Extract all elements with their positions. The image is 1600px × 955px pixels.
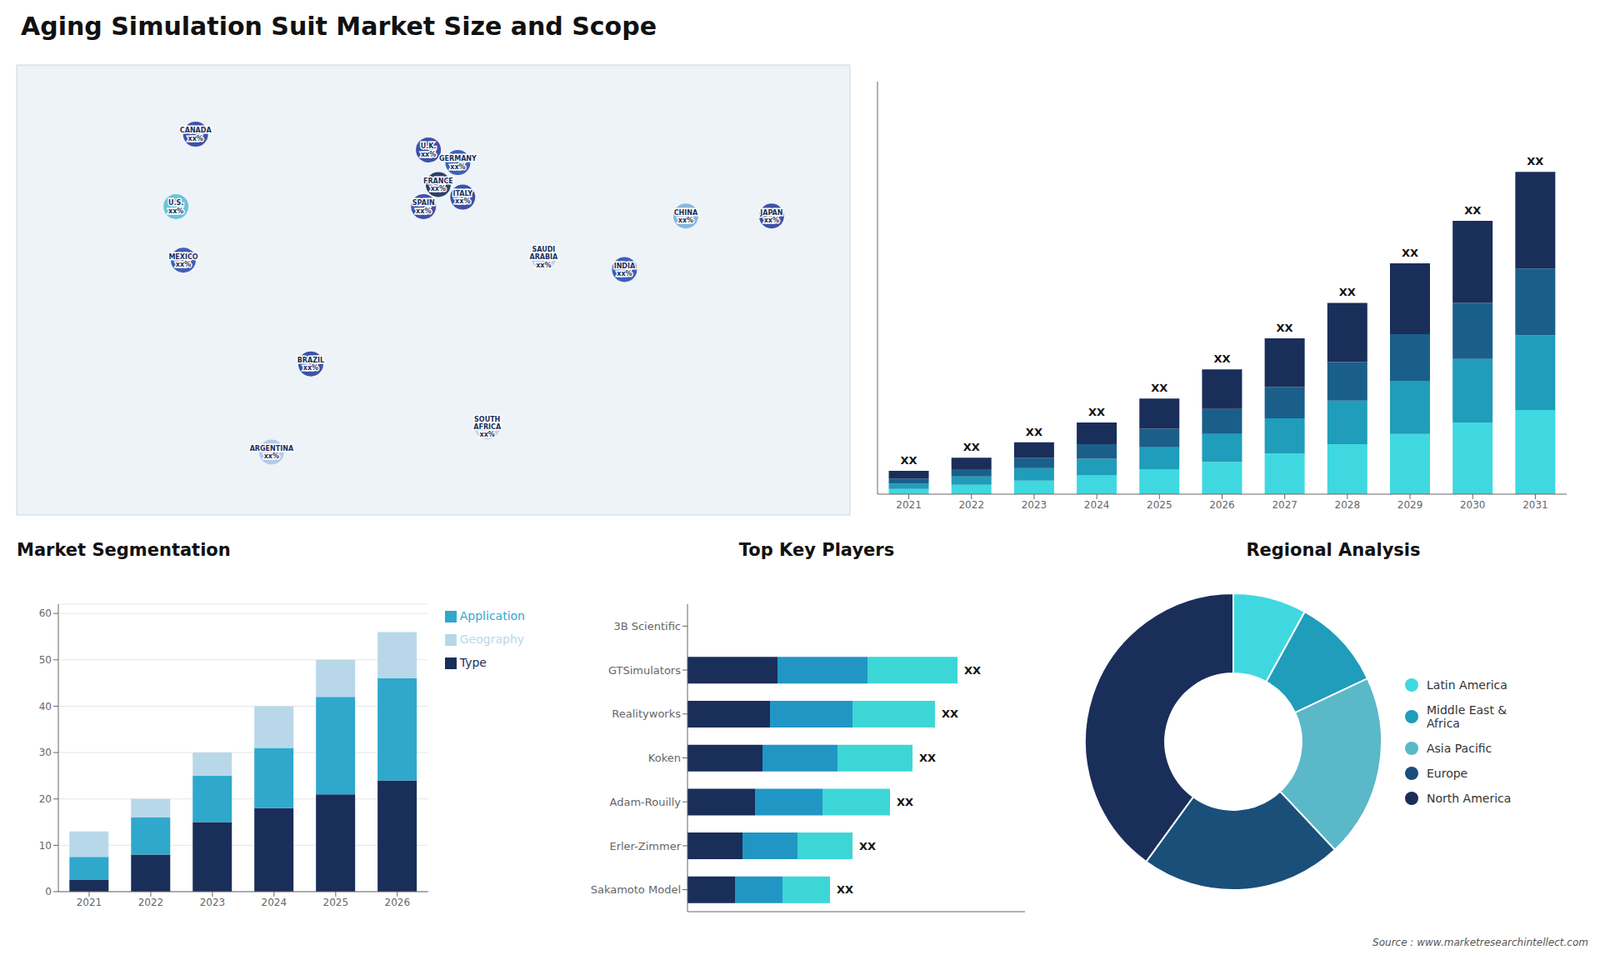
html-text:Asia Pacific: Asia Pacific — [1426, 741, 1492, 755]
svg-text:SPAINxx%: SPAINxx% — [412, 199, 435, 215]
svg-text:2024: 2024 — [261, 896, 288, 909]
html-text:North America: North America — [1426, 791, 1512, 805]
svg-text:2029: 2029 — [1397, 499, 1424, 511]
svg-text:GERMANYxx%: GERMANYxx% — [439, 155, 477, 170]
svg-text:XX: XX — [1088, 405, 1105, 419]
svg-text:30: 30 — [39, 746, 52, 759]
svg-text:XX: XX — [1339, 285, 1356, 299]
svg-text:U.S.xx%: U.S.xx% — [168, 199, 184, 215]
svg-text:ARGENTINAxx%: ARGENTINAxx% — [250, 444, 295, 460]
svg-text:2023: 2023 — [200, 896, 226, 909]
svg-text:Koken: Koken — [648, 751, 681, 765]
html-text:Aging Simulation Suit Market S: Aging Simulation Suit Market Size and Sc… — [20, 11, 657, 41]
svg-text:XX: XX — [941, 707, 959, 720]
svg-text:INDIAxx%: INDIAxx% — [614, 261, 636, 277]
svg-text:XX: XX — [1464, 204, 1481, 217]
svg-text:SOUTHAFRICAxx%: SOUTHAFRICAxx% — [473, 415, 502, 439]
svg-text:XX: XX — [919, 751, 936, 765]
html-text:Source : www.marketresearchint: Source : www.marketresearchintellect.com — [1372, 936, 1589, 949]
svg-text:JAPANxx%: JAPANxx% — [759, 208, 783, 224]
svg-text:XX: XX — [964, 664, 981, 677]
svg-text:2022: 2022 — [958, 499, 985, 511]
svg-text:XX: XX — [963, 440, 980, 454]
html-text:Europe: Europe — [1426, 766, 1468, 780]
svg-text:Realityworks: Realityworks — [611, 707, 681, 720]
svg-text:0: 0 — [45, 885, 52, 898]
svg-text:XX: XX — [1401, 246, 1419, 260]
svg-text:XX: XX — [900, 454, 918, 467]
svg-text:XX: XX — [896, 795, 914, 809]
svg-text:XX: XX — [1025, 425, 1043, 439]
svg-text:2026: 2026 — [1209, 499, 1235, 511]
svg-text:20: 20 — [39, 793, 52, 805]
svg-text:2022: 2022 — [138, 896, 165, 909]
svg-text:2023: 2023 — [1021, 499, 1048, 511]
html-text:Regional Analysis: Regional Analysis — [1246, 540, 1421, 560]
svg-text:CANADAxx%: CANADAxx% — [180, 126, 213, 142]
svg-text:2025: 2025 — [323, 896, 350, 909]
svg-text:XX: XX — [1150, 381, 1168, 395]
svg-text:40: 40 — [39, 700, 52, 713]
html-text:Type: Type — [459, 655, 487, 670]
svg-text:XX: XX — [1213, 352, 1230, 365]
svg-text:Erler-Zimmer: Erler-Zimmer — [609, 840, 681, 853]
svg-text:XX: XX — [1276, 321, 1294, 335]
svg-text:SAUDIARABIAxx%: SAUDIARABIAxx% — [529, 245, 559, 269]
html-text:Top Key Players: Top Key Players — [739, 540, 895, 560]
svg-text:2027: 2027 — [1271, 499, 1298, 511]
html-text:Latin America: Latin America — [1426, 678, 1508, 692]
html-text:Middle East & Africa: Middle East & Africa — [1426, 703, 1507, 730]
svg-text:BRAZILxx%: BRAZILxx% — [297, 356, 325, 372]
svg-text:GTSimulators: GTSimulators — [608, 664, 681, 677]
svg-text:60: 60 — [39, 607, 52, 620]
svg-text:2028: 2028 — [1335, 499, 1361, 511]
svg-text:2021: 2021 — [76, 896, 103, 909]
svg-text:2030: 2030 — [1460, 499, 1486, 511]
svg-text:10: 10 — [39, 840, 52, 852]
svg-text:2024: 2024 — [1084, 499, 1110, 511]
svg-text:2026: 2026 — [385, 896, 411, 909]
svg-text:ITALYxx%: ITALYxx% — [452, 190, 473, 205]
svg-text:Adam-Rouilly: Adam-Rouilly — [610, 795, 682, 809]
svg-text:XX: XX — [836, 883, 854, 896]
svg-text:XX: XX — [859, 840, 876, 853]
svg-text:Sakamoto Model: Sakamoto Model — [590, 883, 681, 896]
html-text:Market Segmentation: Market Segmentation — [16, 540, 231, 560]
svg-text:2021: 2021 — [895, 499, 922, 511]
svg-text:U.K.xx%: U.K.xx% — [420, 142, 437, 158]
svg-text:50: 50 — [39, 654, 52, 666]
svg-text:FRANCExx%: FRANCExx% — [423, 176, 454, 192]
svg-text:XX: XX — [1526, 155, 1544, 168]
html-text:Geography: Geography — [459, 632, 525, 646]
svg-text:CHINAxx%: CHINAxx% — [674, 208, 699, 224]
svg-text:3B Scientific: 3B Scientific — [613, 620, 681, 633]
html-text:Application: Application — [459, 609, 525, 623]
svg-text:2025: 2025 — [1146, 499, 1173, 511]
svg-text:MEXICOxx%: MEXICOxx% — [168, 252, 198, 268]
svg-text:2031: 2031 — [1522, 499, 1549, 511]
